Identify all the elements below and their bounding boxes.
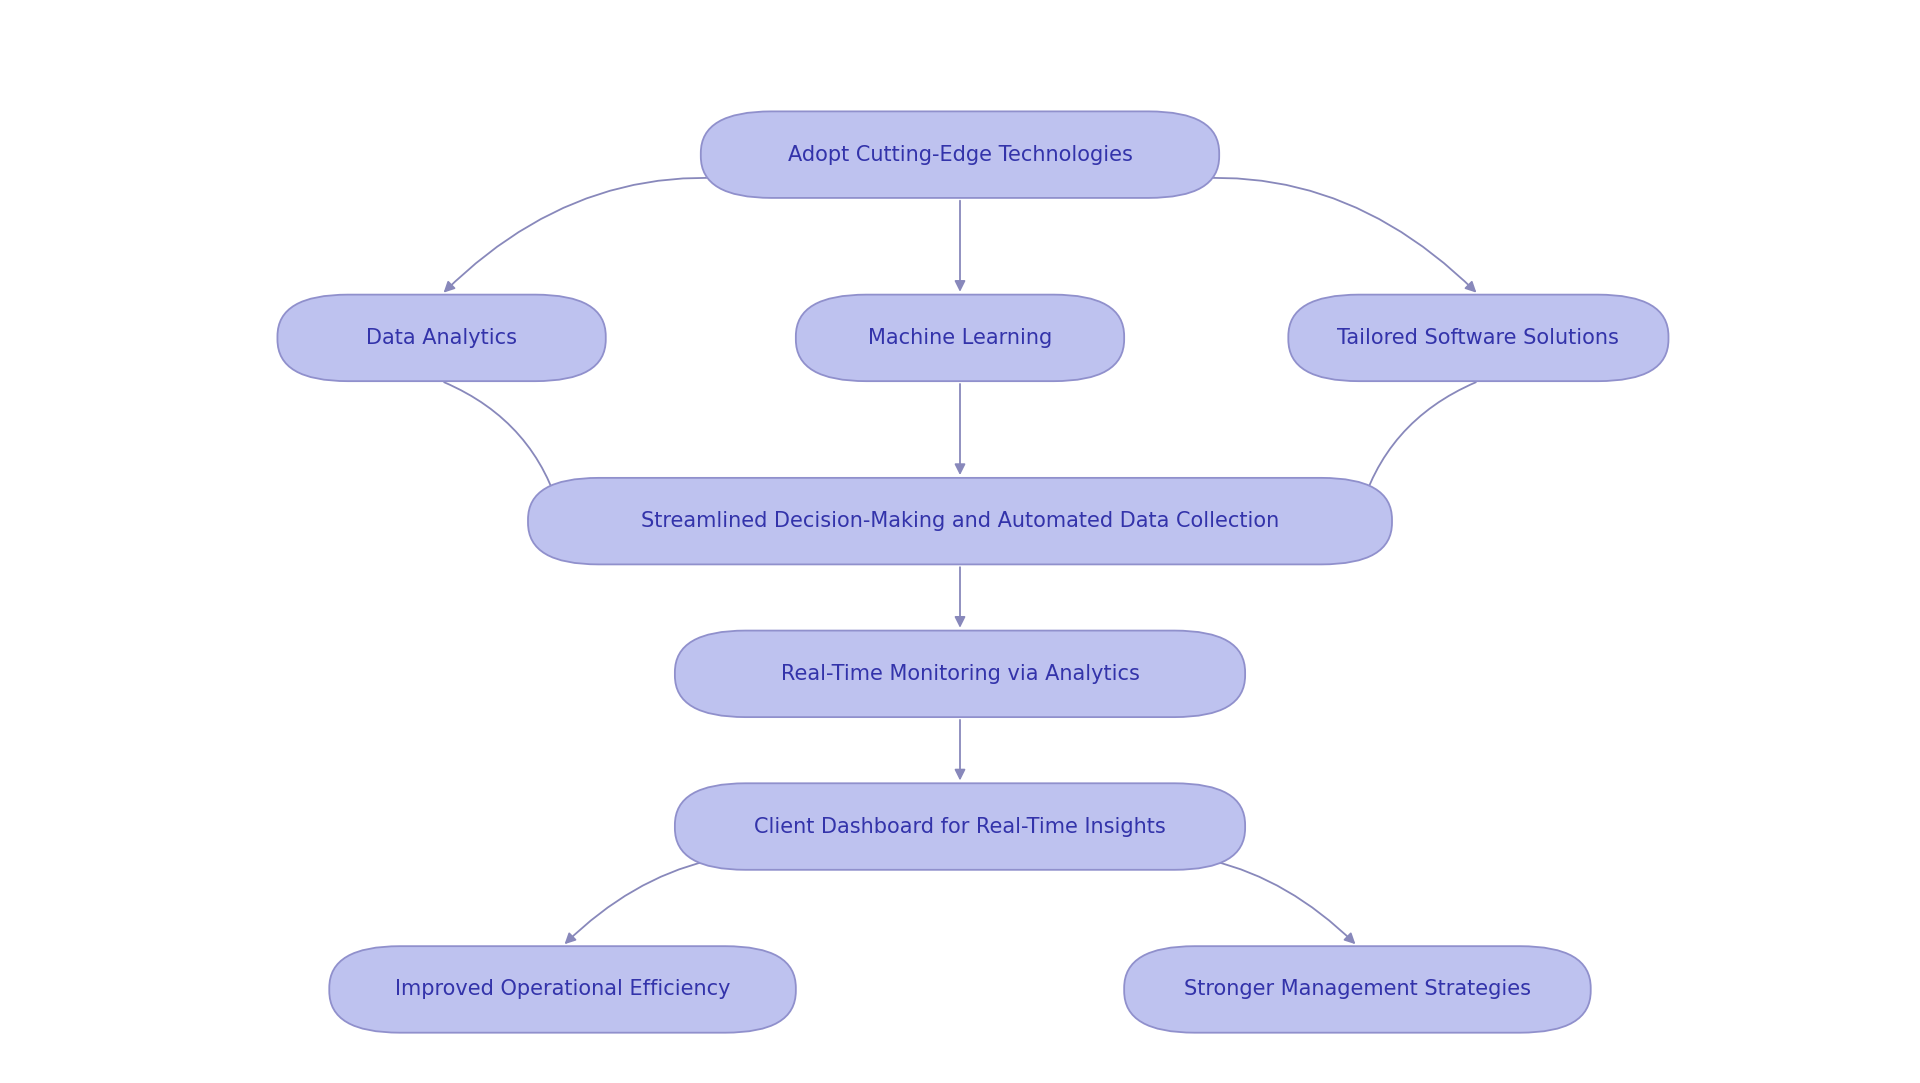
Text: Tailored Software Solutions: Tailored Software Solutions [1338, 328, 1619, 348]
FancyBboxPatch shape [1288, 295, 1668, 381]
FancyBboxPatch shape [278, 295, 607, 381]
Text: Streamlined Decision-Making and Automated Data Collection: Streamlined Decision-Making and Automate… [641, 511, 1279, 531]
FancyBboxPatch shape [330, 947, 797, 1033]
Text: Data Analytics: Data Analytics [367, 328, 516, 348]
FancyBboxPatch shape [701, 112, 1219, 198]
FancyBboxPatch shape [528, 478, 1392, 564]
FancyBboxPatch shape [797, 295, 1123, 381]
Text: Real-Time Monitoring via Analytics: Real-Time Monitoring via Analytics [781, 664, 1139, 683]
Text: Adopt Cutting-Edge Technologies: Adopt Cutting-Edge Technologies [787, 145, 1133, 165]
Text: Machine Learning: Machine Learning [868, 328, 1052, 348]
Text: Improved Operational Efficiency: Improved Operational Efficiency [396, 979, 730, 1000]
Text: Stronger Management Strategies: Stronger Management Strategies [1185, 979, 1530, 1000]
FancyBboxPatch shape [674, 783, 1246, 870]
FancyBboxPatch shape [674, 630, 1246, 717]
Text: Client Dashboard for Real-Time Insights: Client Dashboard for Real-Time Insights [755, 817, 1165, 836]
FancyBboxPatch shape [1123, 947, 1590, 1033]
